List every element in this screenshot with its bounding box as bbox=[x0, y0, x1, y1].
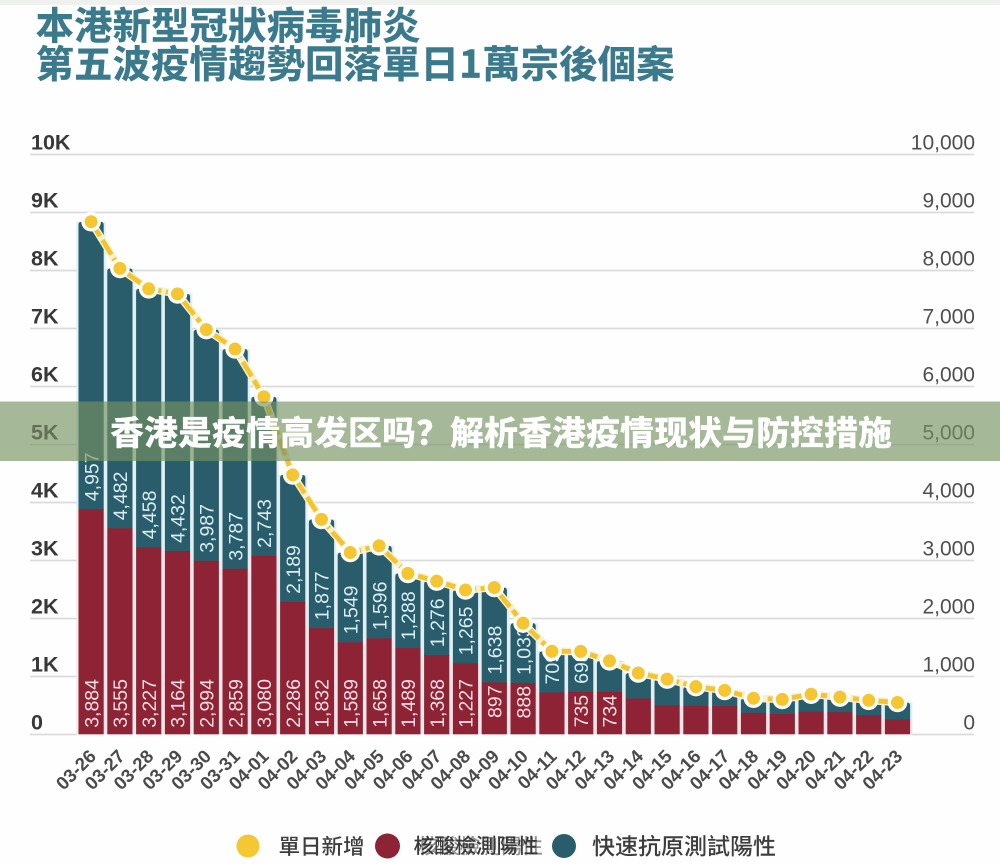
svg-text:1,596: 1,596 bbox=[369, 581, 391, 630]
svg-text:4,432: 4,432 bbox=[168, 494, 190, 543]
svg-text:888: 888 bbox=[513, 686, 535, 719]
svg-text:3,227: 3,227 bbox=[139, 679, 161, 728]
svg-text:1,227: 1,227 bbox=[456, 679, 478, 728]
svg-text:1,033: 1,033 bbox=[513, 626, 535, 675]
svg-text:3,787: 3,787 bbox=[225, 512, 247, 561]
svg-text:3,164: 3,164 bbox=[168, 679, 190, 728]
svg-text:4,957: 4,957 bbox=[81, 452, 103, 501]
svg-text:9,000: 9,000 bbox=[922, 190, 975, 213]
svg-text:10,000: 10,000 bbox=[911, 132, 975, 155]
svg-text:1,658: 1,658 bbox=[369, 679, 391, 728]
svg-text:2,994: 2,994 bbox=[197, 679, 219, 728]
svg-text:3,080: 3,080 bbox=[254, 679, 276, 728]
svg-text:1,489: 1,489 bbox=[398, 679, 420, 728]
svg-text:4K: 4K bbox=[31, 479, 59, 503]
svg-text:1,638: 1,638 bbox=[485, 626, 507, 675]
svg-text:2,859: 2,859 bbox=[225, 679, 247, 728]
svg-text:7K: 7K bbox=[31, 305, 59, 329]
svg-text:3,987: 3,987 bbox=[197, 504, 219, 553]
svg-text:1,288: 1,288 bbox=[398, 591, 420, 640]
svg-text:2,000: 2,000 bbox=[922, 596, 975, 619]
svg-text:3K: 3K bbox=[31, 537, 59, 561]
svg-text:4,458: 4,458 bbox=[139, 490, 161, 539]
svg-text:3,000: 3,000 bbox=[922, 538, 975, 561]
svg-text:1,589: 1,589 bbox=[341, 679, 363, 728]
svg-text:1,265: 1,265 bbox=[456, 606, 478, 655]
svg-text:10K: 10K bbox=[31, 131, 71, 155]
svg-text:4,482: 4,482 bbox=[110, 471, 132, 520]
svg-text:734: 734 bbox=[600, 695, 622, 728]
svg-text:7,000: 7,000 bbox=[922, 306, 975, 329]
svg-text:1,000: 1,000 bbox=[922, 654, 975, 677]
svg-text:1,368: 1,368 bbox=[427, 679, 449, 728]
svg-text:735: 735 bbox=[571, 695, 593, 728]
svg-text:1,877: 1,877 bbox=[312, 571, 334, 620]
svg-text:2,189: 2,189 bbox=[283, 545, 305, 594]
svg-text:3,555: 3,555 bbox=[110, 679, 132, 728]
svg-text:8,000: 8,000 bbox=[922, 248, 975, 271]
svg-text:1,549: 1,549 bbox=[341, 585, 363, 634]
svg-text:6,000: 6,000 bbox=[922, 364, 975, 387]
svg-text:1,276: 1,276 bbox=[427, 598, 449, 647]
svg-text:897: 897 bbox=[485, 685, 507, 718]
svg-text:0: 0 bbox=[963, 712, 975, 735]
svg-text:0: 0 bbox=[31, 711, 43, 735]
svg-text:2,743: 2,743 bbox=[254, 499, 276, 548]
svg-text:9K: 9K bbox=[31, 189, 59, 213]
svg-text:3,884: 3,884 bbox=[81, 679, 103, 728]
svg-text:1,832: 1,832 bbox=[312, 679, 334, 728]
svg-text:4,000: 4,000 bbox=[922, 480, 975, 503]
svg-text:1K: 1K bbox=[31, 653, 59, 677]
svg-text:6K: 6K bbox=[31, 363, 59, 387]
svg-text:8K: 8K bbox=[31, 247, 59, 271]
svg-text:2,286: 2,286 bbox=[283, 679, 305, 728]
svg-text:2K: 2K bbox=[31, 595, 59, 619]
